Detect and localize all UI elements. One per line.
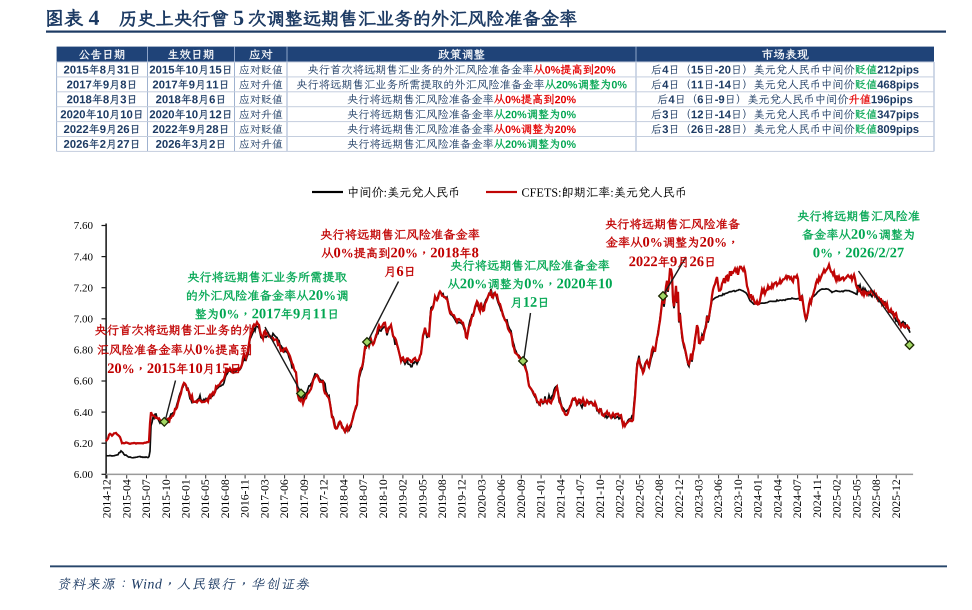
svg-text:2018-10: 2018-10 <box>377 479 390 518</box>
svg-text:2019-12: 2019-12 <box>456 479 469 518</box>
svg-text:6.00: 6.00 <box>74 469 94 481</box>
svg-text:6.40: 6.40 <box>74 407 94 419</box>
svg-text:2016-08: 2016-08 <box>219 479 232 518</box>
svg-text:2015-04: 2015-04 <box>120 479 133 518</box>
svg-text:2023-10: 2023-10 <box>732 479 745 518</box>
svg-text:2014-12: 2014-12 <box>101 479 114 518</box>
svg-text:2016-11: 2016-11 <box>239 479 252 518</box>
svg-text:2025-12: 2025-12 <box>890 479 903 518</box>
svg-text:2024-07: 2024-07 <box>791 479 804 518</box>
svg-text:2018-04: 2018-04 <box>337 479 350 518</box>
svg-text:2015-10: 2015-10 <box>160 479 173 518</box>
svg-text:2024-01: 2024-01 <box>752 479 765 518</box>
svg-text:7.00: 7.00 <box>74 314 94 326</box>
svg-text:2025-02: 2025-02 <box>831 479 844 518</box>
svg-text:2017-06: 2017-06 <box>278 479 291 518</box>
svg-text:2021-07: 2021-07 <box>574 479 587 518</box>
svg-text:2017-09: 2017-09 <box>298 479 311 518</box>
svg-text:2016-01: 2016-01 <box>180 479 193 518</box>
svg-text:2015-07: 2015-07 <box>140 479 153 518</box>
svg-text:6.60: 6.60 <box>74 376 94 388</box>
svg-text:2016-05: 2016-05 <box>199 479 212 518</box>
svg-text:2019-05: 2019-05 <box>416 479 429 518</box>
svg-text:7.60: 7.60 <box>74 220 94 232</box>
svg-text:2025-05: 2025-05 <box>850 479 863 518</box>
svg-text:2023-06: 2023-06 <box>712 479 725 518</box>
svg-text:2020-09: 2020-09 <box>515 479 528 518</box>
svg-text:2021-10: 2021-10 <box>594 479 607 518</box>
svg-text:2024-11: 2024-11 <box>811 479 824 518</box>
svg-text:2020-06: 2020-06 <box>495 479 508 518</box>
svg-text:2024-04: 2024-04 <box>771 479 784 518</box>
svg-text:6.20: 6.20 <box>74 438 94 450</box>
svg-text:6.80: 6.80 <box>74 345 94 357</box>
svg-text:2018-07: 2018-07 <box>357 479 370 518</box>
svg-text:2022-02: 2022-02 <box>614 479 627 518</box>
svg-text:2017-03: 2017-03 <box>258 479 271 518</box>
svg-text:7.40: 7.40 <box>74 251 94 263</box>
svg-text:2019-08: 2019-08 <box>436 479 449 518</box>
svg-text:2020-03: 2020-03 <box>476 479 489 518</box>
svg-text:2017-12: 2017-12 <box>318 479 331 518</box>
svg-text:2025-08: 2025-08 <box>870 479 883 518</box>
svg-text:2021-04: 2021-04 <box>554 479 567 518</box>
svg-text:2022-08: 2022-08 <box>653 479 666 518</box>
svg-text:2023-03: 2023-03 <box>693 479 706 518</box>
svg-text:2019-02: 2019-02 <box>397 479 410 518</box>
svg-text:7.20: 7.20 <box>74 282 94 294</box>
svg-text:2022-12: 2022-12 <box>673 479 686 518</box>
svg-text:2022-05: 2022-05 <box>633 479 646 518</box>
svg-text:2021-01: 2021-01 <box>535 479 548 518</box>
